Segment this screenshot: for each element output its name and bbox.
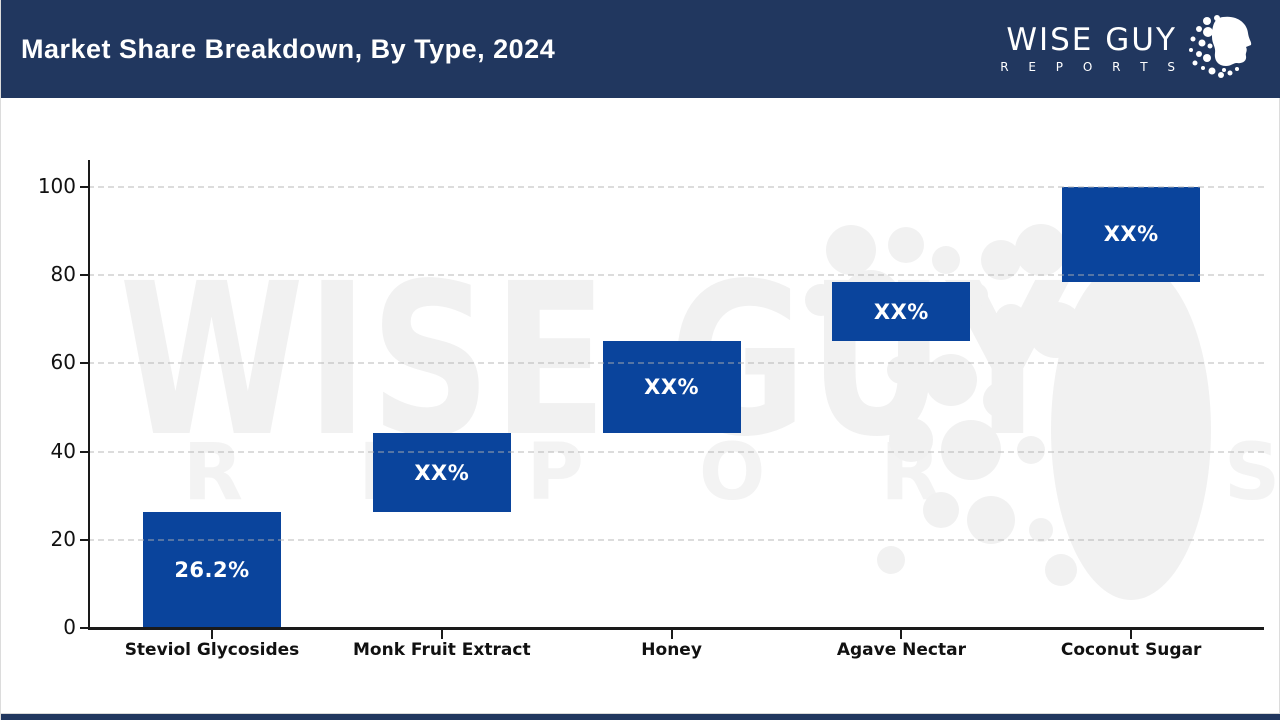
y-tick-label-60: 60 — [50, 350, 76, 375]
category-label: Coconut Sugar — [1060, 640, 1202, 660]
bar-segment: XX% — [832, 281, 971, 342]
y-tick-label-0: 0 — [63, 615, 76, 639]
y-tick-20 — [80, 538, 89, 541]
category-label: Steviol Glycosides — [124, 640, 300, 660]
logo-face-icon — [1189, 15, 1252, 78]
logo-subtitle: R E P O R T S — [1000, 59, 1183, 74]
page-title: Market Share Breakdown, By Type, 2024 — [21, 33, 556, 64]
y-tick-label-100: 100 — [37, 174, 76, 198]
footer-bar — [1, 713, 1280, 720]
category-label: Honey — [641, 640, 702, 660]
y-axis — [88, 160, 90, 630]
y-tick-label-20: 20 — [50, 526, 76, 551]
gridline-80 — [88, 274, 1264, 277]
category-label: Agave Nectar — [836, 640, 966, 660]
gridline-20 — [88, 538, 1264, 541]
logo: WISE GUY R E P O R T S — [1000, 13, 1253, 85]
bar-segment: XX% — [372, 432, 511, 513]
y-tick-100 — [80, 186, 89, 188]
bar-value-label: XX% — [644, 374, 700, 399]
x-tick — [1130, 630, 1133, 639]
bar-value-label: XX% — [414, 460, 470, 485]
x-tick — [900, 630, 903, 639]
y-tick-60 — [80, 362, 89, 365]
bar-value-label: XX% — [1103, 222, 1159, 247]
bar-segment: 26.2% — [143, 512, 281, 628]
bar-segment: XX% — [1062, 187, 1201, 282]
logo-text: WISE GUY R E P O R T S — [1000, 21, 1183, 74]
y-tick-0 — [80, 627, 89, 629]
y-tick-40 — [80, 450, 89, 453]
logo-wordmark: WISE GUY — [1006, 21, 1177, 58]
x-tick — [211, 630, 213, 639]
x-axis — [88, 627, 1264, 630]
bar-value-label: 26.2% — [174, 558, 250, 583]
y-tick-label-40: 40 — [50, 438, 76, 463]
x-tick — [670, 630, 673, 639]
gridline-100 — [88, 186, 1264, 188]
y-tick-80 — [80, 274, 89, 277]
y-tick-label-80: 80 — [50, 262, 76, 287]
bar-value-label: XX% — [873, 299, 929, 324]
header: Market Share Breakdown, By Type, 2024 WI… — [1, 0, 1280, 98]
x-tick — [440, 630, 443, 639]
gridline-40 — [88, 450, 1264, 453]
bar-segment: XX% — [602, 341, 741, 433]
category-label: Monk Fruit Extract — [353, 640, 531, 660]
gridline-60 — [88, 362, 1264, 365]
